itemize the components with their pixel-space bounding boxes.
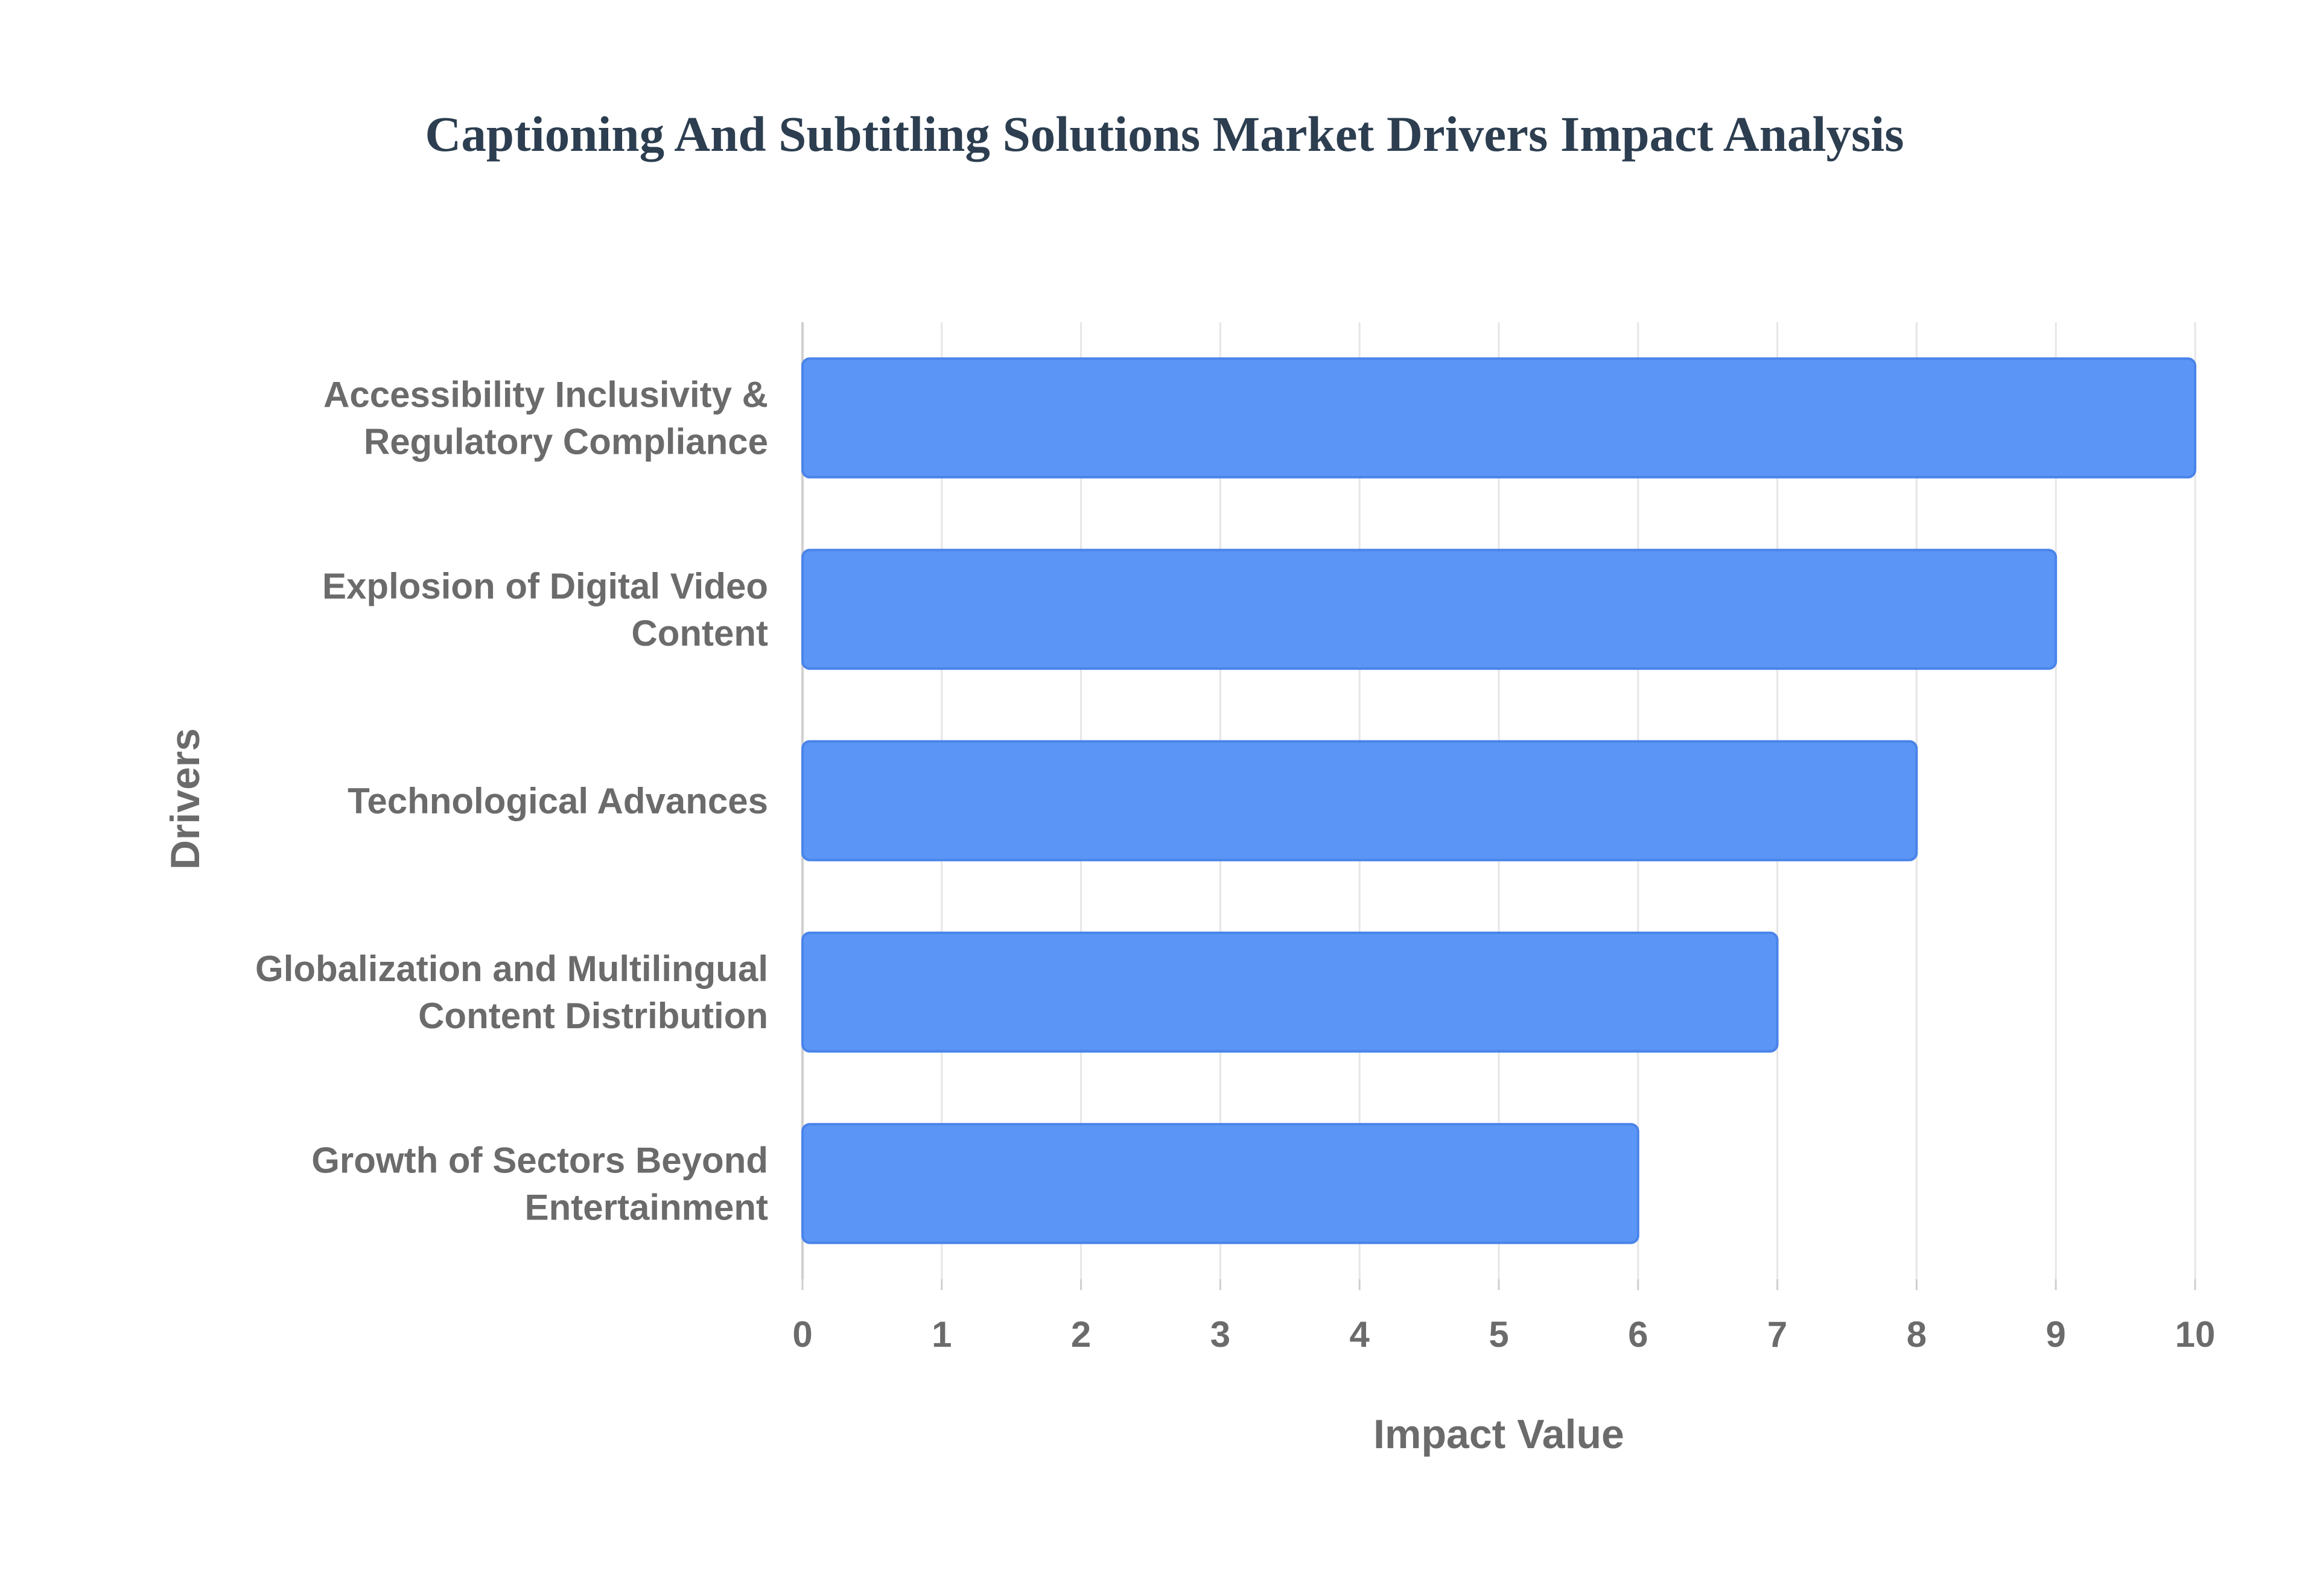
bar (801, 357, 2196, 478)
category-label: Globalization and Multilingual Content Di… (255, 949, 768, 1036)
x-tick-label: 1 (932, 1314, 952, 1355)
x-tick-label: 6 (1628, 1314, 1648, 1355)
x-tick-labels: 0 1 2 3 4 5 6 7 8 9 10 (792, 1314, 2215, 1355)
x-tick-label: 0 (792, 1314, 812, 1355)
chart-title: Captioning And Subtitling Solutions Mark… (425, 106, 1904, 162)
x-tick-label: 7 (1767, 1314, 1787, 1355)
x-tick-label: 2 (1071, 1314, 1091, 1355)
category-label: Growth of Sectors Beyond Entertainment (311, 1140, 768, 1227)
x-tick-label: 4 (1350, 1314, 1370, 1355)
category-label: Explosion of Digital Video Content (322, 566, 768, 653)
x-tick-label: 5 (1489, 1314, 1508, 1355)
category-label: Technological Advances (348, 781, 768, 821)
x-tick-label: 3 (1210, 1314, 1230, 1355)
category-label: Accessibility Inclusivity & Regulatory Co… (323, 375, 768, 462)
bar (801, 931, 1779, 1053)
bar (801, 1123, 1639, 1244)
x-axis-title: Impact Value (1373, 1411, 1624, 1457)
bar (801, 548, 2058, 670)
category-labels: Accessibility Inclusivity & Regulatory Co… (255, 375, 768, 1228)
bar (801, 740, 1918, 862)
y-axis-title: Drivers (162, 728, 208, 870)
x-tick-label: 8 (1907, 1314, 1927, 1355)
x-tick-label: 9 (2046, 1314, 2066, 1355)
x-tick-label: 10 (2175, 1314, 2216, 1355)
bars-layer (801, 357, 2196, 1244)
